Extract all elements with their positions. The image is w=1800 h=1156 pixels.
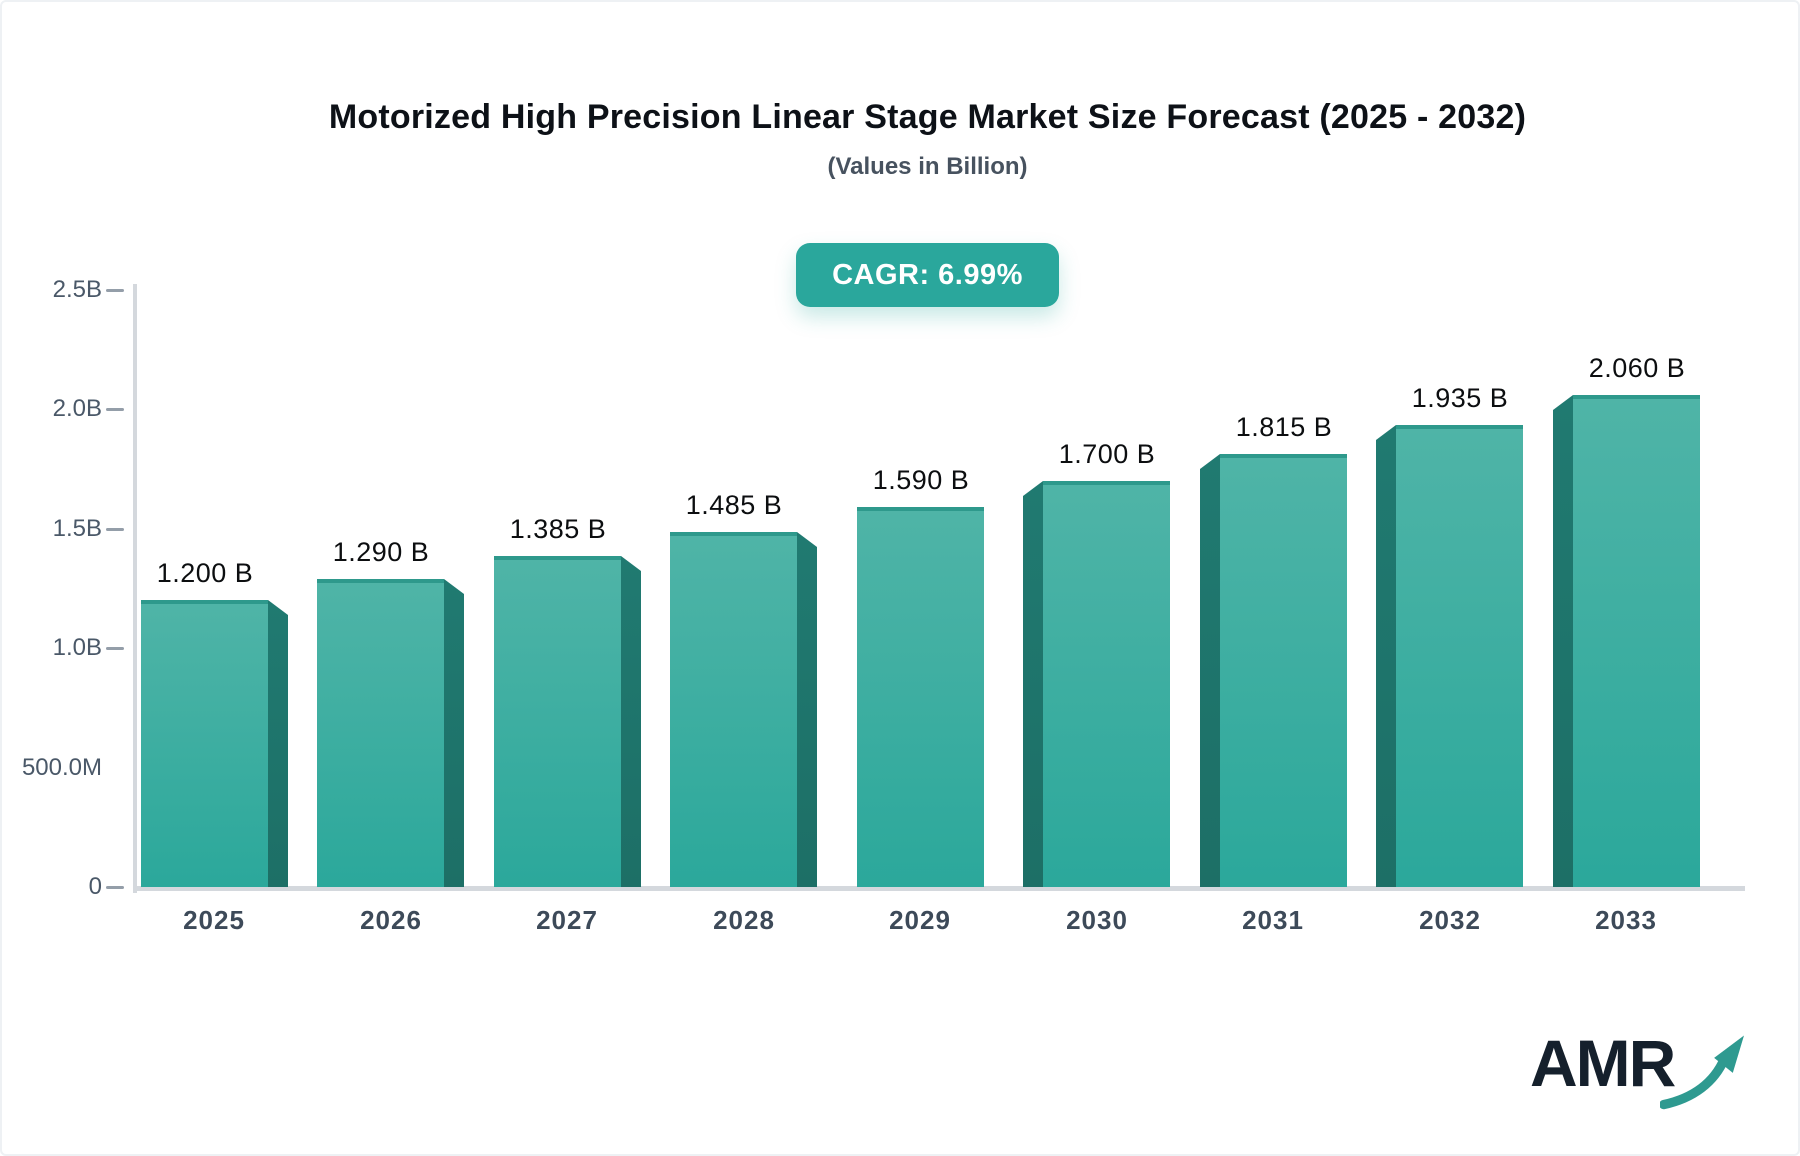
bar-2026[interactable]	[317, 579, 464, 887]
y-axis-tick-label: 2.0B	[52, 395, 102, 423]
y-axis-tick-mark	[106, 289, 124, 292]
bar-2027[interactable]	[494, 556, 641, 887]
x-axis-label-2026: 2026	[360, 905, 422, 935]
x-axis-label-2033: 2033	[1595, 905, 1657, 935]
chart-header: Motorized High Precision Linear Stage Ma…	[57, 2, 1798, 307]
bar-value-label-2030: 1.700 B	[1058, 439, 1156, 469]
cagr-badge: CAGR: 6.99%	[796, 243, 1059, 307]
bar-value-label-2026: 1.290 B	[332, 537, 430, 567]
x-axis-label-2025: 2025	[183, 905, 245, 935]
x-axis-label-2030: 2030	[1066, 905, 1128, 935]
bar-2033[interactable]	[1553, 395, 1700, 887]
y-axis-tick-mark	[106, 886, 124, 889]
amr-logo: AMR	[1530, 1026, 1745, 1110]
bar-face-2026	[317, 579, 444, 887]
bar-face-2025	[141, 600, 268, 887]
bar-side-shadow-2031	[1200, 454, 1220, 887]
y-axis-tick-label: 0	[88, 873, 102, 900]
bar-face-2028	[670, 532, 797, 887]
bar-value-label-2031: 1.815 B	[1235, 412, 1333, 442]
bar-2031[interactable]	[1200, 454, 1347, 887]
bar-side-shadow-2033	[1553, 395, 1573, 887]
amr-logo-text: AMR	[1530, 1026, 1676, 1100]
bar-2028[interactable]	[670, 532, 817, 887]
x-axis-label-2032: 2032	[1419, 905, 1481, 935]
bar-side-shadow-2030	[1023, 481, 1043, 887]
bar-face-2029	[857, 507, 984, 887]
bar-side-shadow-2027	[621, 556, 641, 887]
x-axis-label-2031: 2031	[1242, 905, 1304, 935]
bar-value-label-2028: 1.485 B	[685, 490, 783, 520]
chart-title: Motorized High Precision Linear Stage Ma…	[328, 98, 1527, 136]
y-axis-tick-mark	[106, 527, 124, 531]
y-axis-tick-label: 500.0M	[21, 753, 102, 781]
x-axis-label-2027: 2027	[536, 905, 598, 935]
bar-value-label-2033: 2.060 B	[1588, 353, 1686, 383]
bar-face-2030	[1043, 481, 1170, 887]
bar-2025[interactable]	[141, 600, 288, 887]
bar-side-shadow-2032	[1376, 425, 1396, 887]
growth-arrow-icon	[1660, 1035, 1745, 1110]
bar-side-shadow-2025	[268, 600, 288, 887]
bar-value-label-2029: 1.590 B	[872, 465, 970, 495]
x-axis-line	[133, 886, 1745, 891]
bar-face-2031	[1220, 454, 1347, 887]
y-axis-tick-mark	[106, 647, 124, 651]
bar-face-2027	[494, 556, 621, 887]
y-axis-line	[133, 284, 137, 893]
bar-2029[interactable]	[857, 507, 984, 887]
bar-value-label-2025: 1.200 B	[156, 558, 254, 588]
bar-2030[interactable]	[1023, 481, 1170, 887]
y-axis-tick-label: 1.0B	[52, 634, 102, 662]
y-axis-tick-label: 1.5B	[52, 514, 102, 542]
bar-side-shadow-2026	[444, 579, 464, 887]
bar-2032[interactable]	[1376, 425, 1523, 887]
y-axis-tick-label: 2.5B	[52, 276, 102, 303]
bar-face-2033	[1573, 395, 1700, 887]
x-axis-label-2028: 2028	[713, 905, 775, 935]
y-axis-tick-mark	[106, 408, 124, 412]
chart-subtitle: (Values in Billion)	[827, 153, 1028, 180]
bar-side-shadow-2028	[797, 532, 817, 887]
bar-value-label-2027: 1.385 B	[509, 514, 607, 544]
bar-face-2032	[1396, 425, 1523, 887]
x-axis-label-2029: 2029	[889, 905, 951, 935]
bar-value-label-2032: 1.935 B	[1411, 383, 1509, 413]
